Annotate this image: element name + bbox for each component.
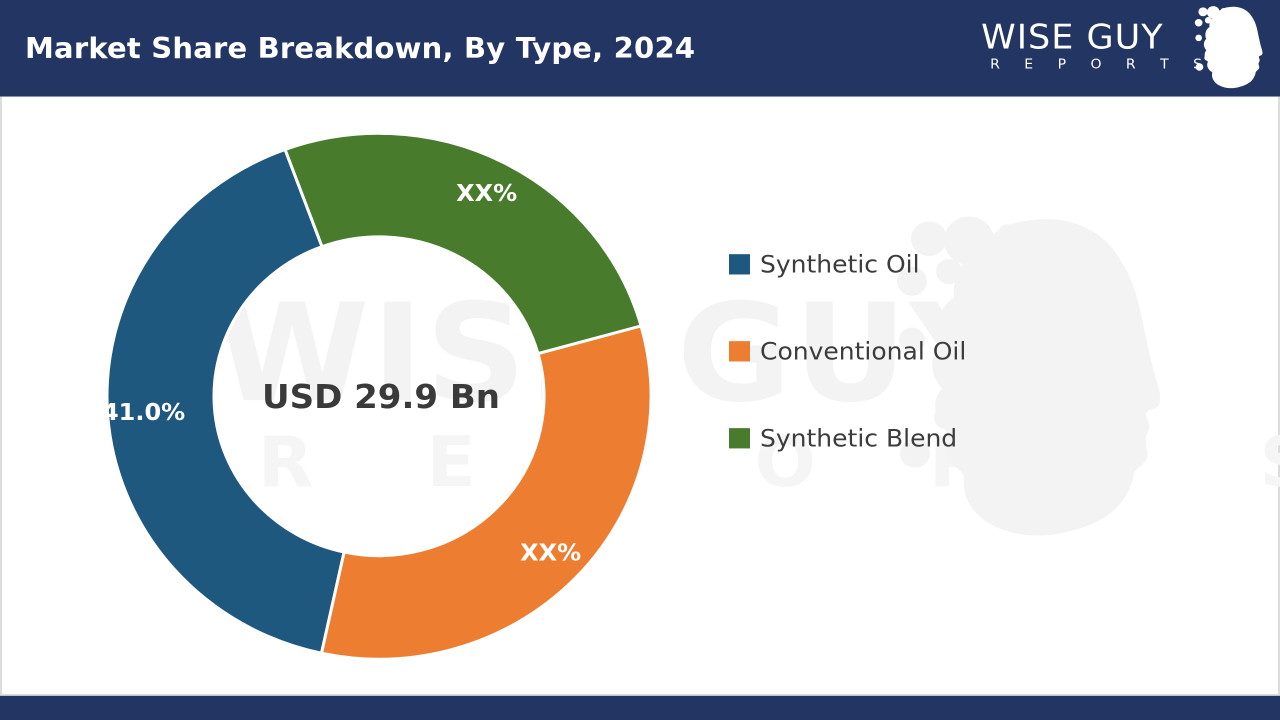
watermark-head-profile-icon [897,216,1161,536]
brand-logo-subtitle: R E P O R T S [990,57,1212,73]
slice-value-label: XX% [520,539,581,567]
legend-label: Conventional Oil [760,337,967,366]
donut-slice-synthetic-blend [283,131,643,356]
legend-swatch [729,341,750,362]
page-title: Market Share Breakdown, By Type, 2024 [25,31,696,65]
legend-item-synthetic-oil: Synthetic Oil [729,250,920,278]
donut-slice-synthetic-oil [105,148,346,655]
legend-label: Synthetic Oil [760,250,920,279]
brand-logo: WISE GUY R E P O R T S [981,20,1212,72]
legend-swatch [729,428,750,449]
legend-item-conventional-oil: Conventional Oil [729,337,966,365]
footer-bar [0,695,1280,720]
brand-logo-wordmark: WISE GUY [981,18,1164,58]
donut-slice-conventional-oil [320,324,653,661]
slice-value-label: XX% [456,179,517,207]
legend-swatch [729,254,750,275]
header-bar: Market Share Breakdown, By Type, 2024 WI… [0,0,1280,97]
head-profile-icon [1194,6,1263,89]
legend-label: Synthetic Blend [760,424,958,453]
donut-center-value: USD 29.9 Bn [262,377,500,415]
slice-value-label: 41.0% [102,398,185,426]
legend-item-synthetic-blend: Synthetic Blend [729,424,957,452]
